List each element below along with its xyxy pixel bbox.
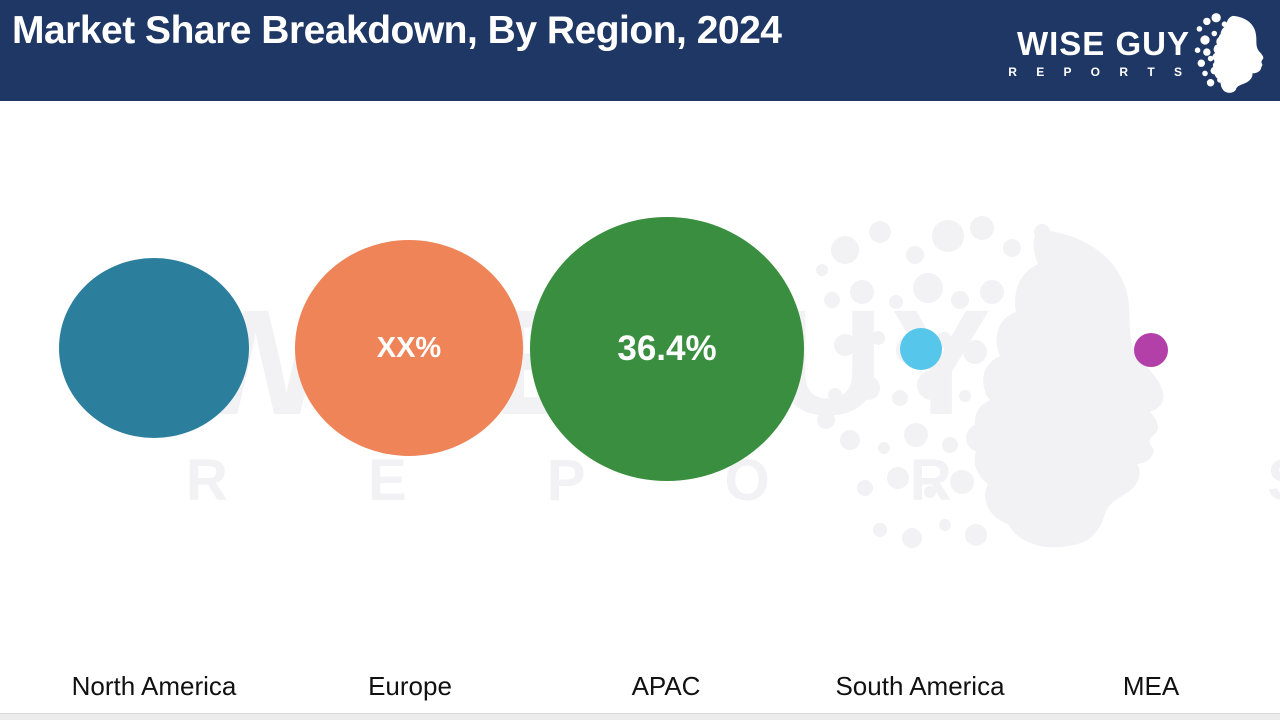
watermark-dots xyxy=(816,216,1077,548)
header-bar: Market Share Breakdown, By Region, 2024 … xyxy=(0,0,1280,101)
wiseguy-logo: WISE GUY R E P O R T S xyxy=(1008,0,1280,94)
bottom-strip xyxy=(0,713,1280,720)
logo-wordmark: WISE GUY R E P O R T S xyxy=(1008,27,1190,79)
page-title: Market Share Breakdown, By Region, 2024 xyxy=(12,9,782,52)
category-label-south-america: South America xyxy=(835,671,1005,701)
bubble-north-america[interactable] xyxy=(59,258,249,438)
category-label-europe: Europe xyxy=(368,671,452,701)
logo-wordmark-line2: R E P O R T S xyxy=(1008,64,1190,79)
bubble-value-label: 36.4% xyxy=(617,329,717,368)
logo-wordmark-line1: WISE GUY xyxy=(1016,25,1190,63)
bubble-chart: WISE GUY R E P O R T S xyxy=(0,101,1280,713)
bubble-apac[interactable]: 36.4% xyxy=(530,217,804,481)
bubble-value-label: XX% xyxy=(376,331,442,364)
category-label-mea: MEA xyxy=(1122,671,1180,701)
watermark-face-silhouette xyxy=(974,230,1164,548)
category-label-north-america: North America xyxy=(71,671,237,701)
bubble-south-america[interactable] xyxy=(900,328,942,370)
logo-head-icon xyxy=(1194,13,1264,93)
category-label-apac: APAC xyxy=(631,671,701,701)
bubble-europe[interactable]: XX% xyxy=(295,240,523,456)
bubble-mea[interactable] xyxy=(1134,333,1168,367)
